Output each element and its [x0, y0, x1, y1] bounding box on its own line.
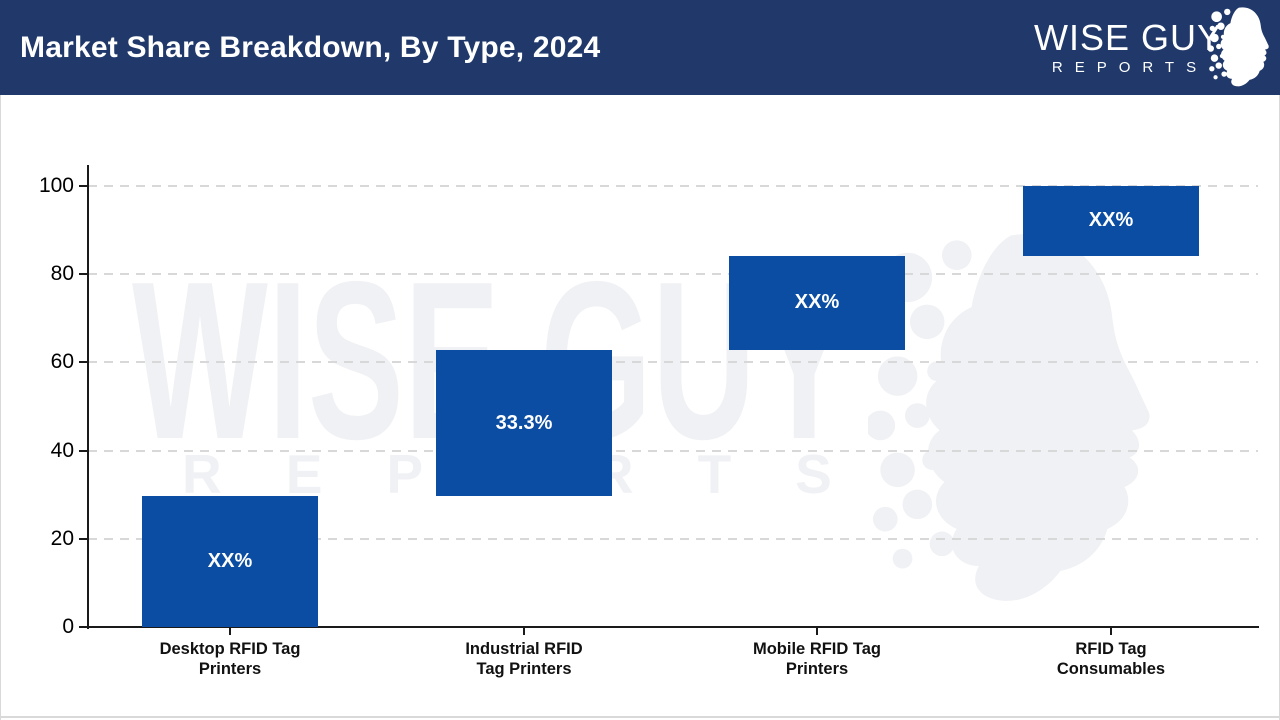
chart-plot-area: WISE GUY REPORTS 020406080100XX%33.3%XX%… [0, 95, 1280, 720]
bar-segment: XX% [142, 496, 318, 627]
x-axis-tick [816, 627, 818, 635]
x-axis-tick [523, 627, 525, 635]
y-axis-tick [79, 273, 88, 276]
y-tick-label: 20 [50, 526, 74, 550]
y-gridline [88, 537, 1258, 540]
x-category-label: Mobile RFID Tag Printers [752, 640, 882, 678]
y-axis-tick [79, 626, 88, 628]
y-tick-label: 80 [50, 262, 74, 286]
y-gridline [88, 273, 1258, 276]
header-bar: Market Share Breakdown, By Type, 2024 WI… [0, 0, 1280, 95]
bar-segment: 33.3% [436, 349, 612, 497]
logo-text: WISE GUY REPORTS [1033, 17, 1222, 76]
y-axis-tick [79, 449, 88, 452]
y-axis-tick [79, 185, 88, 187]
logo-wordmark: WISE GUY [1033, 17, 1222, 58]
y-tick-label: 100 [38, 174, 74, 197]
y-tick-label: 40 [50, 438, 74, 462]
chart-title: Market Share Breakdown, By Type, 2024 [20, 30, 601, 64]
y-gridline [88, 185, 1258, 187]
bar-value-label: XX% [1088, 209, 1134, 232]
bar-segment: XX% [1023, 186, 1199, 256]
y-gridline [88, 449, 1258, 452]
x-axis-line [87, 626, 1259, 628]
bar-value-label: XX% [207, 550, 253, 573]
bottom-border-line [0, 716, 1280, 718]
y-tick-label: 0 [62, 615, 74, 638]
bar-segment: XX% [729, 255, 905, 350]
x-category-label: RFID Tag Consumables [1056, 640, 1166, 678]
face-profile-logo-icon [1208, 5, 1272, 90]
y-tick-label: 60 [50, 350, 74, 374]
left-border-line [0, 95, 1, 720]
y-axis-tick [79, 537, 88, 540]
x-category-label: Desktop RFID Tag Printers [159, 640, 301, 678]
bar-value-label: 33.3% [495, 411, 553, 434]
x-axis-tick [1110, 627, 1112, 635]
y-gridline [88, 361, 1258, 364]
y-axis-tick [79, 361, 88, 364]
bar-value-label: XX% [794, 291, 840, 314]
x-category-label: Industrial RFID Tag Printers [465, 640, 583, 678]
wise-guy-logo: WISE GUY REPORTS [1034, 5, 1280, 90]
logo-subtitle: REPORTS [1051, 59, 1209, 76]
watermark-face-icon [868, 223, 1164, 618]
x-axis-tick [229, 627, 231, 635]
y-axis-line [87, 165, 89, 629]
